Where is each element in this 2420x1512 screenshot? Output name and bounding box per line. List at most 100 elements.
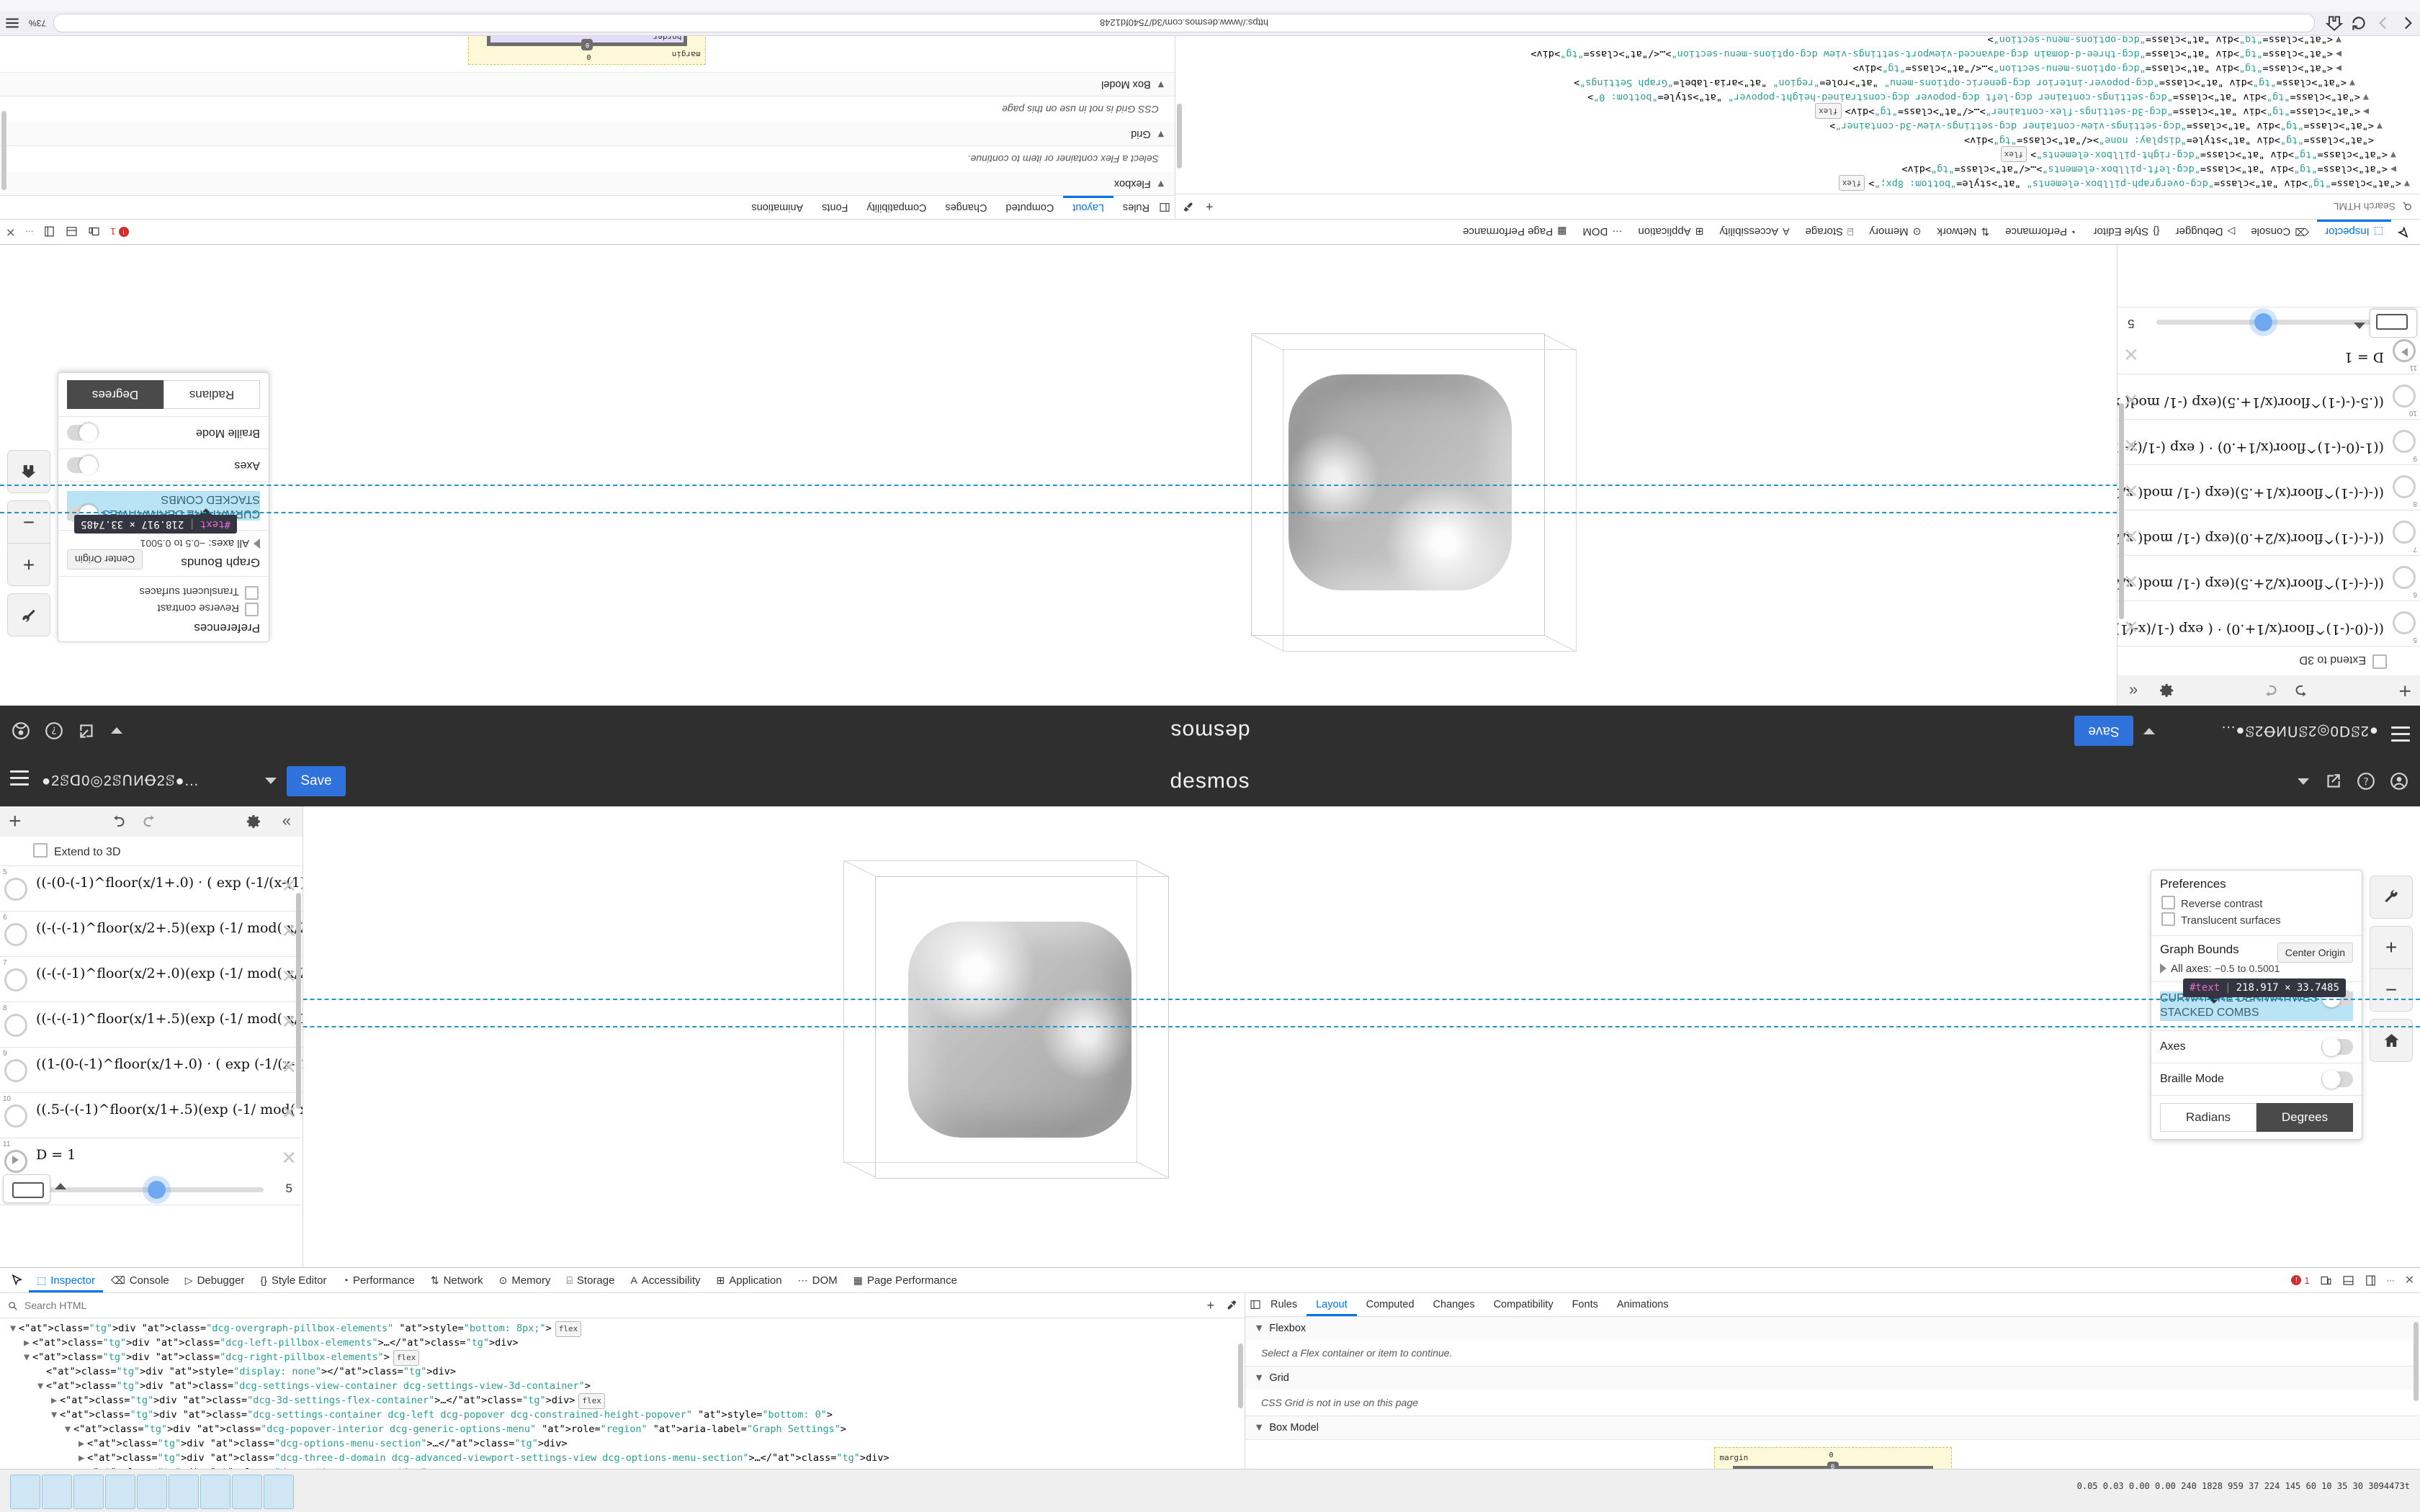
add-node-button[interactable]: + [1206, 1297, 1214, 1313]
expression-math[interactable]: ((-(-(-1)^floor(x/1+.5)(exp (-1/ mod( x/… [36, 1011, 302, 1027]
expression-bullet[interactable] [4, 1104, 27, 1128]
search-input[interactable] [2106, 200, 2397, 213]
back-arrow-icon[interactable] [2398, 14, 2417, 32]
hamburger-menu-icon[interactable] [10, 770, 29, 786]
sidebar-tab-fonts[interactable]: Fonts [1572, 1299, 1598, 1310]
redo-arrow-icon[interactable] [2262, 682, 2279, 699]
close-icon[interactable]: ✕ [6, 225, 16, 238]
twisty-icon[interactable] [2374, 133, 2383, 148]
hamburger-menu-icon[interactable] [2391, 726, 2410, 742]
flex-badge[interactable]: flex [2000, 146, 2027, 162]
border-top-value[interactable]: 0 [581, 39, 593, 50]
expression-math[interactable]: ((-(-(-1)^floor(x/2+.5)(exp (-1/ mod( x/… [36, 920, 302, 936]
error-count-badge[interactable]: ! 1 [110, 227, 129, 238]
grid-header[interactable]: ▼Grid [0, 122, 1175, 145]
layout-scrollbar[interactable] [2414, 1322, 2419, 1401]
expression-row[interactable]: 11 D = 1 ✕ 5 [2118, 307, 2420, 374]
taskbar-item[interactable] [169, 1475, 199, 1509]
twisty-icon[interactable]: ▼ [51, 1409, 58, 1421]
expression-math[interactable]: ((-(-(-1)^floor(x/2+.5)(exp (-1/ mod( x/… [2118, 576, 2384, 592]
reverse-contrast-checkbox[interactable] [2161, 896, 2175, 909]
tab-console[interactable]: ⌫ Console [2243, 220, 2317, 244]
expression-math[interactable]: ((-(-(-1)^floor(x/2+.0)(exp (-1/ mod( x/… [36, 966, 302, 981]
tab-performance[interactable]: ◔ Performance [335, 1268, 423, 1292]
twisty-icon[interactable]: ▼ [2390, 149, 2396, 161]
translucent-surfaces-checkbox[interactable] [2161, 912, 2175, 926]
sidebar-tab-changes[interactable]: Changes [945, 202, 987, 213]
slider[interactable]: 5 [2118, 307, 2420, 339]
chevron-down-icon[interactable] [265, 778, 277, 784]
home-icon[interactable] [7, 450, 50, 493]
expression-row[interactable]: 6 ((-(-(-1)^floor(x/2+.5)(exp (-1/ mod( x… [0, 912, 302, 957]
dom-node[interactable]: ▶<"at">class="tg">div "at">class="dcg-le… [24, 1337, 519, 1349]
error-count-badge[interactable]: ! 1 [2291, 1275, 2310, 1286]
boxmodel-header[interactable]: ▼Box Model [1245, 1416, 2420, 1439]
boxmodel-header[interactable]: ▼Box Model [0, 73, 1175, 96]
sidebar-tab-animations[interactable]: Animations [1616, 1299, 1669, 1310]
twisty-icon[interactable]: ▼ [10, 1323, 17, 1334]
slider-knob[interactable] [2254, 313, 2272, 332]
play-button[interactable] [4, 1150, 27, 1173]
tab-application[interactable]: ⊞ Application [709, 1268, 790, 1292]
sidebar-tab-rules[interactable]: Rules [1270, 1299, 1298, 1310]
chevron-right-icon[interactable] [2160, 963, 2166, 973]
translucent-surfaces-checkbox[interactable] [245, 586, 259, 600]
dom-node[interactable]: ▶<"at">class="tg">div "at">class="dcg-3d… [1175, 103, 2420, 119]
graph-title[interactable]: ●2ꕷꓷ0◎2ꕷՈИꝊ2ꕷ●... [2220, 723, 2378, 739]
reload-icon[interactable] [2349, 14, 2368, 32]
expression-row[interactable]: 9 ((1-(0-(-1)^floor(x/1+.0) · ( exp (-1/(… [2118, 419, 2420, 464]
share-icon[interactable] [78, 721, 97, 740]
sidebar-tab-animations[interactable]: Animations [751, 202, 804, 213]
expression-row[interactable]: 5 ((-(0-(-1)^floor(x/1+.0) · ( exp (-1/(x… [0, 866, 302, 912]
expression-row[interactable]: 10 ((.5-(-(-1)^floor(x/1+.5)(exp (-1/ mod… [0, 1093, 302, 1138]
expression-scrollbar[interactable] [2119, 403, 2124, 619]
graph-title[interactable]: ●2ꕷꓷ0◎2ꕷՈИꝊ2ꕷ●... [42, 773, 200, 789]
search-input[interactable] [23, 1299, 314, 1312]
tab-dom[interactable]: ⋯ DOM [790, 1268, 846, 1292]
hamburger-menu-icon[interactable] [3, 14, 22, 32]
braille-mode-row[interactable]: Braille Mode [58, 416, 269, 449]
chevron-right-icon[interactable] [254, 539, 260, 549]
dom-node[interactable]: ▼<"at">class="tg">div "at">class="dcg-se… [1829, 120, 2383, 132]
tab-application[interactable]: ⊞ Application [1630, 220, 1711, 244]
expression-list[interactable]: Extend to 3D 5 ((-(0-(-1)^floor(x/1+.0) ·… [0, 837, 302, 1267]
taskbar-item[interactable] [232, 1475, 262, 1509]
sidebar-tab-compatibility[interactable]: Compatibility [866, 202, 927, 213]
delete-expression-icon[interactable]: ✕ [281, 875, 297, 896]
expression-row[interactable]: 10 ((.5-(-(-1)^floor(x/1+.5)(exp (-1/ mod… [2118, 374, 2420, 419]
undo-arrow-icon[interactable] [109, 813, 127, 830]
delete-expression-icon[interactable]: ✕ [2123, 389, 2139, 410]
flex-badge[interactable]: flex [393, 1350, 420, 1366]
chevron-down-icon[interactable] [2143, 728, 2155, 734]
delete-expression-icon[interactable]: ✕ [2123, 480, 2139, 501]
expression-row[interactable]: 7 ((-(-(-1)^floor(x/2+.0)(exp (-1/ mod( x… [0, 957, 302, 1002]
split-console-icon[interactable] [2342, 1274, 2354, 1287]
expression-math[interactable]: ((.5-(-(-1)^floor(x/1+.5)(exp (-1/ mod( … [36, 1102, 302, 1117]
help-circle-icon[interactable]: ? [2357, 772, 2375, 791]
translucent-surfaces-row[interactable]: Translucent surfaces [2161, 912, 2353, 927]
axes-toggle-row[interactable]: Axes [2151, 1031, 2362, 1063]
url-bar[interactable]: https://www.desmos.com/3d/7540fd1248 [53, 14, 2315, 32]
extend-to-3d-row[interactable]: Extend to 3D [0, 837, 302, 866]
responsive-design-icon[interactable] [2320, 1274, 2332, 1287]
twisty-icon[interactable]: ▼ [2376, 120, 2383, 132]
all-axes-min[interactable]: −0.5 [185, 538, 206, 549]
tab-page-performance[interactable]: ▦ Page Performance [846, 1268, 965, 1292]
chevron-up-icon[interactable] [2354, 323, 2365, 330]
keyboard-icon[interactable] [3, 1174, 50, 1203]
dom-node[interactable]: ▼<"at">class="tg">div "at">class="dcg-ov… [1175, 175, 2420, 191]
dom-node[interactable]: ▼<"at">class="tg">div "at">class="dcg-se… [51, 1409, 833, 1421]
save-button[interactable]: Save [287, 766, 346, 796]
delete-expression-icon[interactable]: ✕ [281, 1147, 297, 1169]
expression-scrollbar[interactable] [296, 893, 301, 1109]
layout-scrollbar[interactable] [1, 111, 6, 190]
delete-expression-icon[interactable]: ✕ [281, 1056, 297, 1078]
tab-memory[interactable]: ⊙ Memory [1861, 220, 1929, 244]
play-button[interactable] [2393, 339, 2416, 362]
twisty-icon[interactable] [37, 1364, 46, 1379]
tab-inspector[interactable]: ⬚ Inspector [2317, 220, 2391, 244]
extend-to-3d-row[interactable]: Extend to 3D [2118, 646, 2420, 675]
expression-math[interactable]: ((.5-(-(-1)^floor(x/1+.5)(exp (-1/ mod( … [2118, 395, 2384, 410]
dom-node[interactable]: ▼<"at">class="tg">div "at">class="dcg-se… [1587, 91, 2369, 103]
expression-bullet[interactable] [4, 1014, 27, 1037]
